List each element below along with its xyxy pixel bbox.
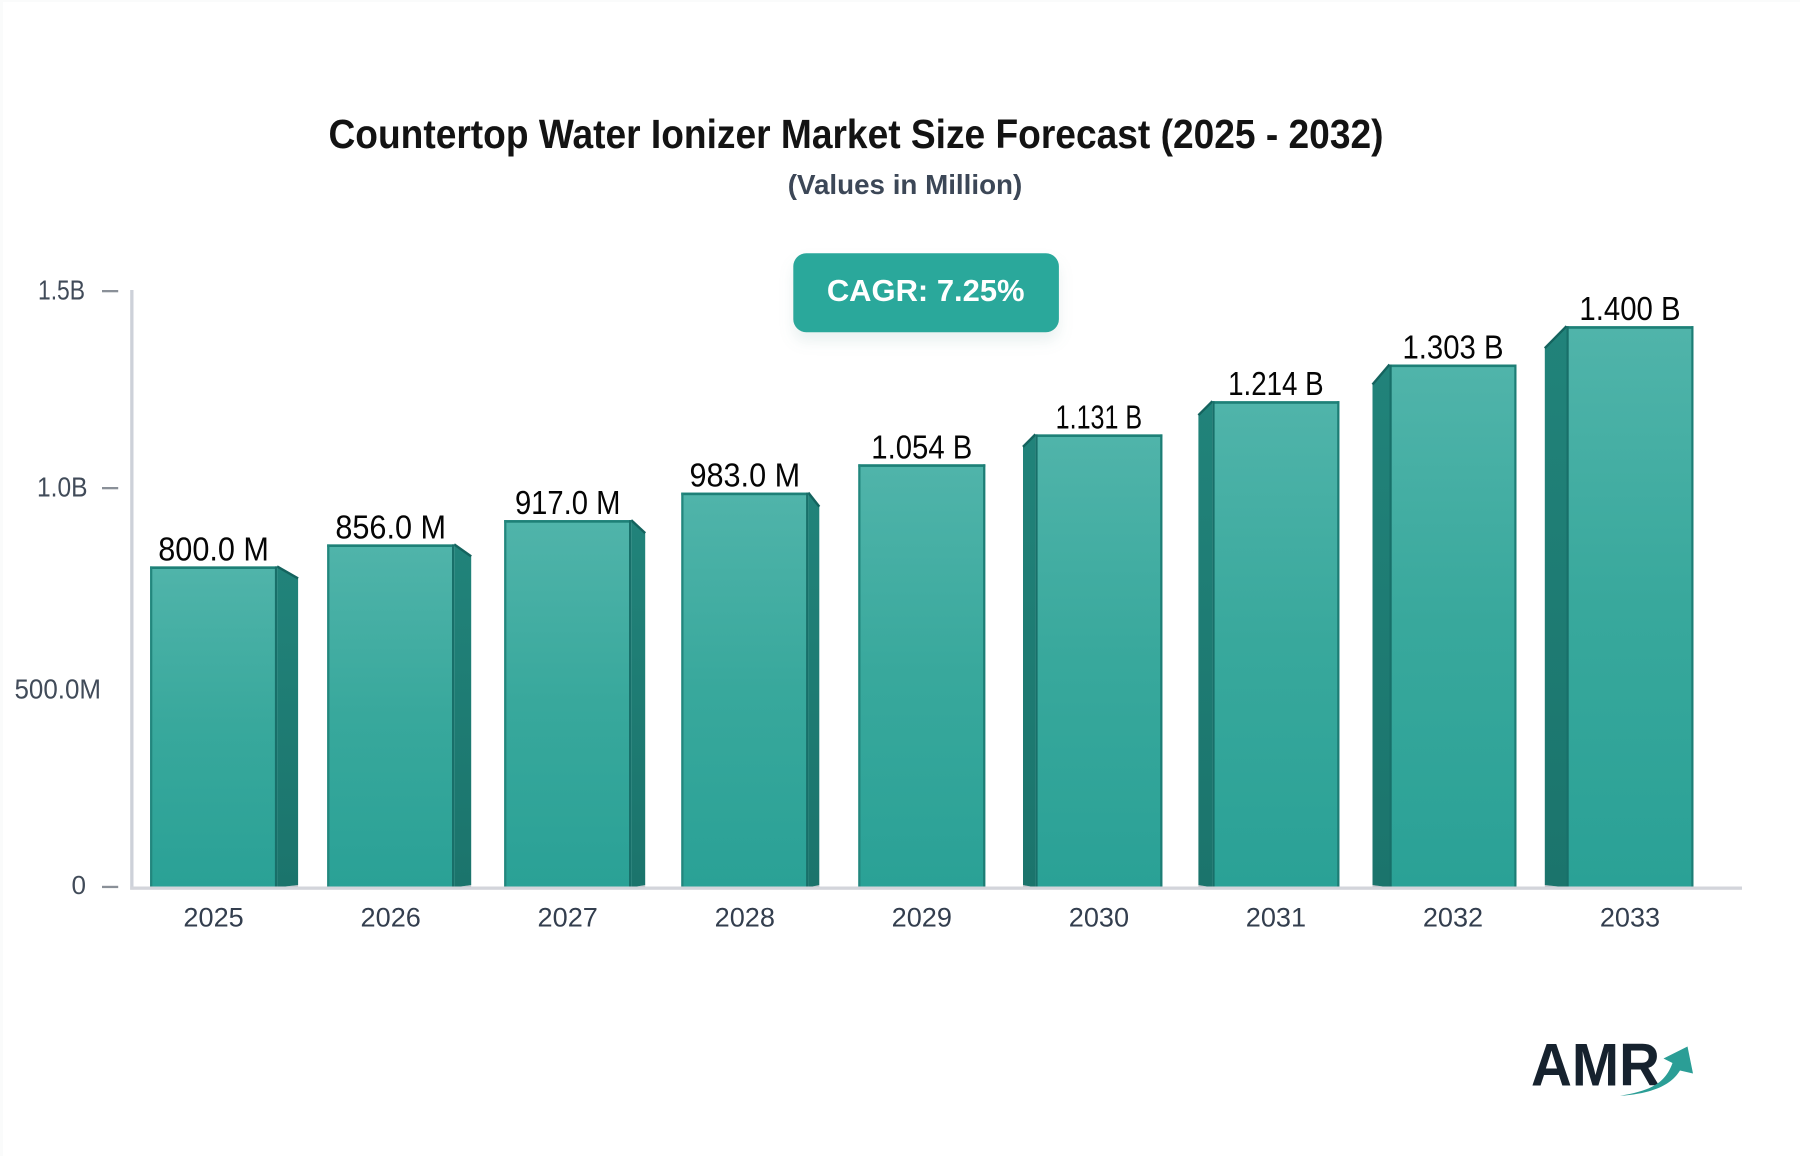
svg-text:AMR: AMR — [1531, 1032, 1660, 1099]
svg-text:1.0B: 1.0B — [37, 471, 88, 502]
svg-text:Countertop Water Ionizer Marke: Countertop Water Ionizer Market Size For… — [329, 111, 1384, 157]
svg-text:800.0 M: 800.0 M — [158, 531, 269, 568]
svg-text:1.054 B: 1.054 B — [871, 429, 972, 466]
svg-text:2029: 2029 — [892, 903, 952, 933]
svg-text:917.0 M: 917.0 M — [515, 485, 621, 522]
svg-text:2026: 2026 — [361, 903, 421, 933]
svg-text:2028: 2028 — [715, 903, 775, 933]
svg-text:1.400 B: 1.400 B — [1579, 291, 1680, 328]
svg-text:1.303 B: 1.303 B — [1403, 330, 1504, 367]
svg-text:1.214 B: 1.214 B — [1228, 366, 1324, 403]
svg-text:1.131 B: 1.131 B — [1056, 399, 1143, 436]
svg-text:2032: 2032 — [1423, 903, 1483, 933]
svg-text:2031: 2031 — [1246, 903, 1306, 933]
svg-text:CAGR: 7.25%: CAGR: 7.25% — [827, 273, 1025, 308]
svg-text:(Values in Million): (Values in Million) — [788, 169, 1023, 200]
svg-text:856.0 M: 856.0 M — [335, 509, 446, 546]
svg-text:0: 0 — [72, 870, 87, 900]
svg-text:1.5B: 1.5B — [38, 275, 85, 306]
svg-text:500.0M: 500.0M — [15, 674, 102, 705]
svg-text:2025: 2025 — [183, 903, 243, 933]
svg-text:2027: 2027 — [538, 903, 598, 933]
svg-text:2030: 2030 — [1069, 903, 1129, 933]
svg-text:983.0 M: 983.0 M — [689, 458, 800, 495]
svg-text:2033: 2033 — [1600, 903, 1660, 933]
